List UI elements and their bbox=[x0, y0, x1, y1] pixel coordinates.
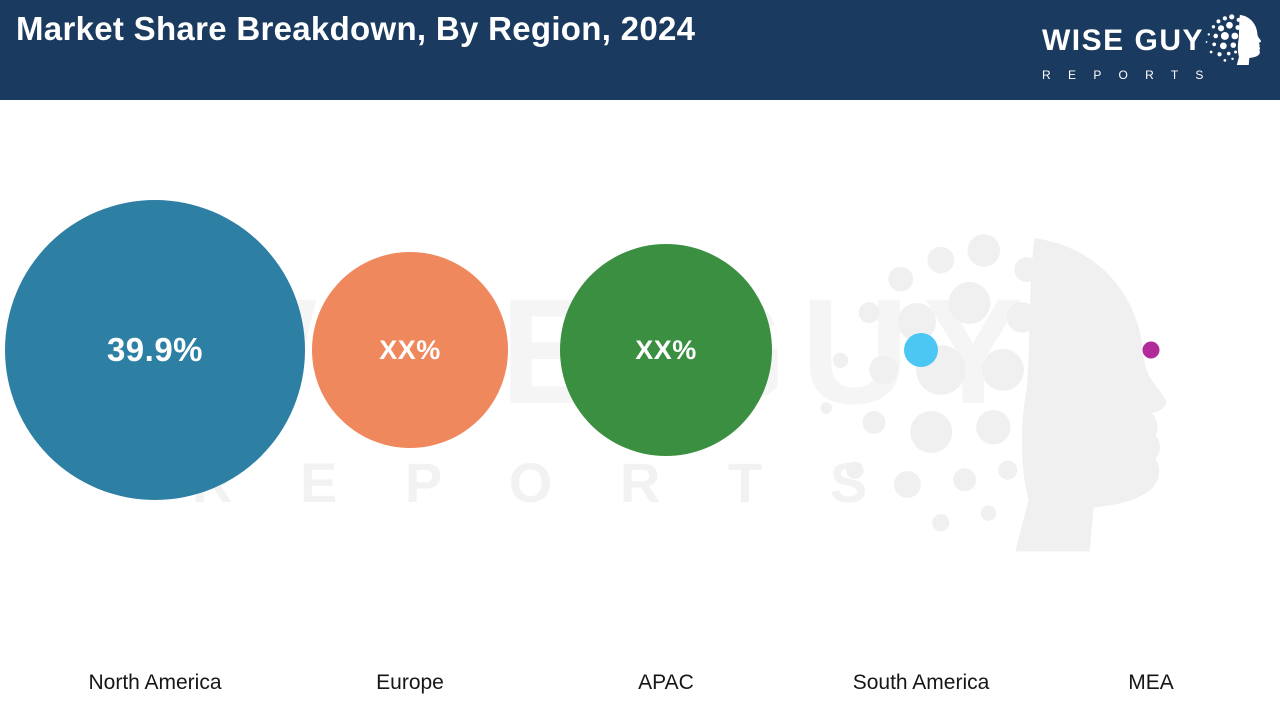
region-label-north-america: North America bbox=[88, 671, 222, 694]
bubble-value-label: XX% bbox=[635, 334, 697, 365]
bubble-mea bbox=[1142, 341, 1160, 359]
bubble-value-label: 39.9% bbox=[106, 331, 204, 368]
watermark-subtext: R E P O R T S bbox=[192, 451, 894, 514]
region-label-apac: APAC bbox=[638, 671, 694, 694]
page-title: Market Share Breakdown, By Region, 2024 bbox=[16, 10, 696, 47]
header: Market Share Breakdown, By Region, 2024 … bbox=[0, 0, 1280, 100]
region-label-mea: MEA bbox=[1128, 671, 1174, 694]
logo-subtext: R E P O R T S bbox=[1041, 68, 1211, 82]
logo-head-icon bbox=[1200, 13, 1262, 65]
watermark-head-icon bbox=[788, 226, 1170, 552]
bubble-south-america bbox=[904, 333, 938, 367]
bubble-europe: XX% bbox=[312, 252, 508, 448]
logo-wordmark: WISE GUY bbox=[1041, 24, 1204, 57]
wise-guy-logo: WISE GUY R E P O R T S bbox=[1042, 17, 1262, 82]
region-label-south-america: South America bbox=[852, 671, 990, 694]
region-label-europe: Europe bbox=[376, 671, 444, 694]
logo-top-row: WISE GUY bbox=[1042, 17, 1262, 65]
bubble-chart: WISE GUY R E P O R T S 39.9% North Ameri… bbox=[0, 100, 1280, 720]
bubble-north-america: 39.9% bbox=[5, 200, 305, 500]
bubble-value-label: XX% bbox=[379, 334, 441, 365]
bubble-apac: XX% bbox=[560, 244, 772, 456]
